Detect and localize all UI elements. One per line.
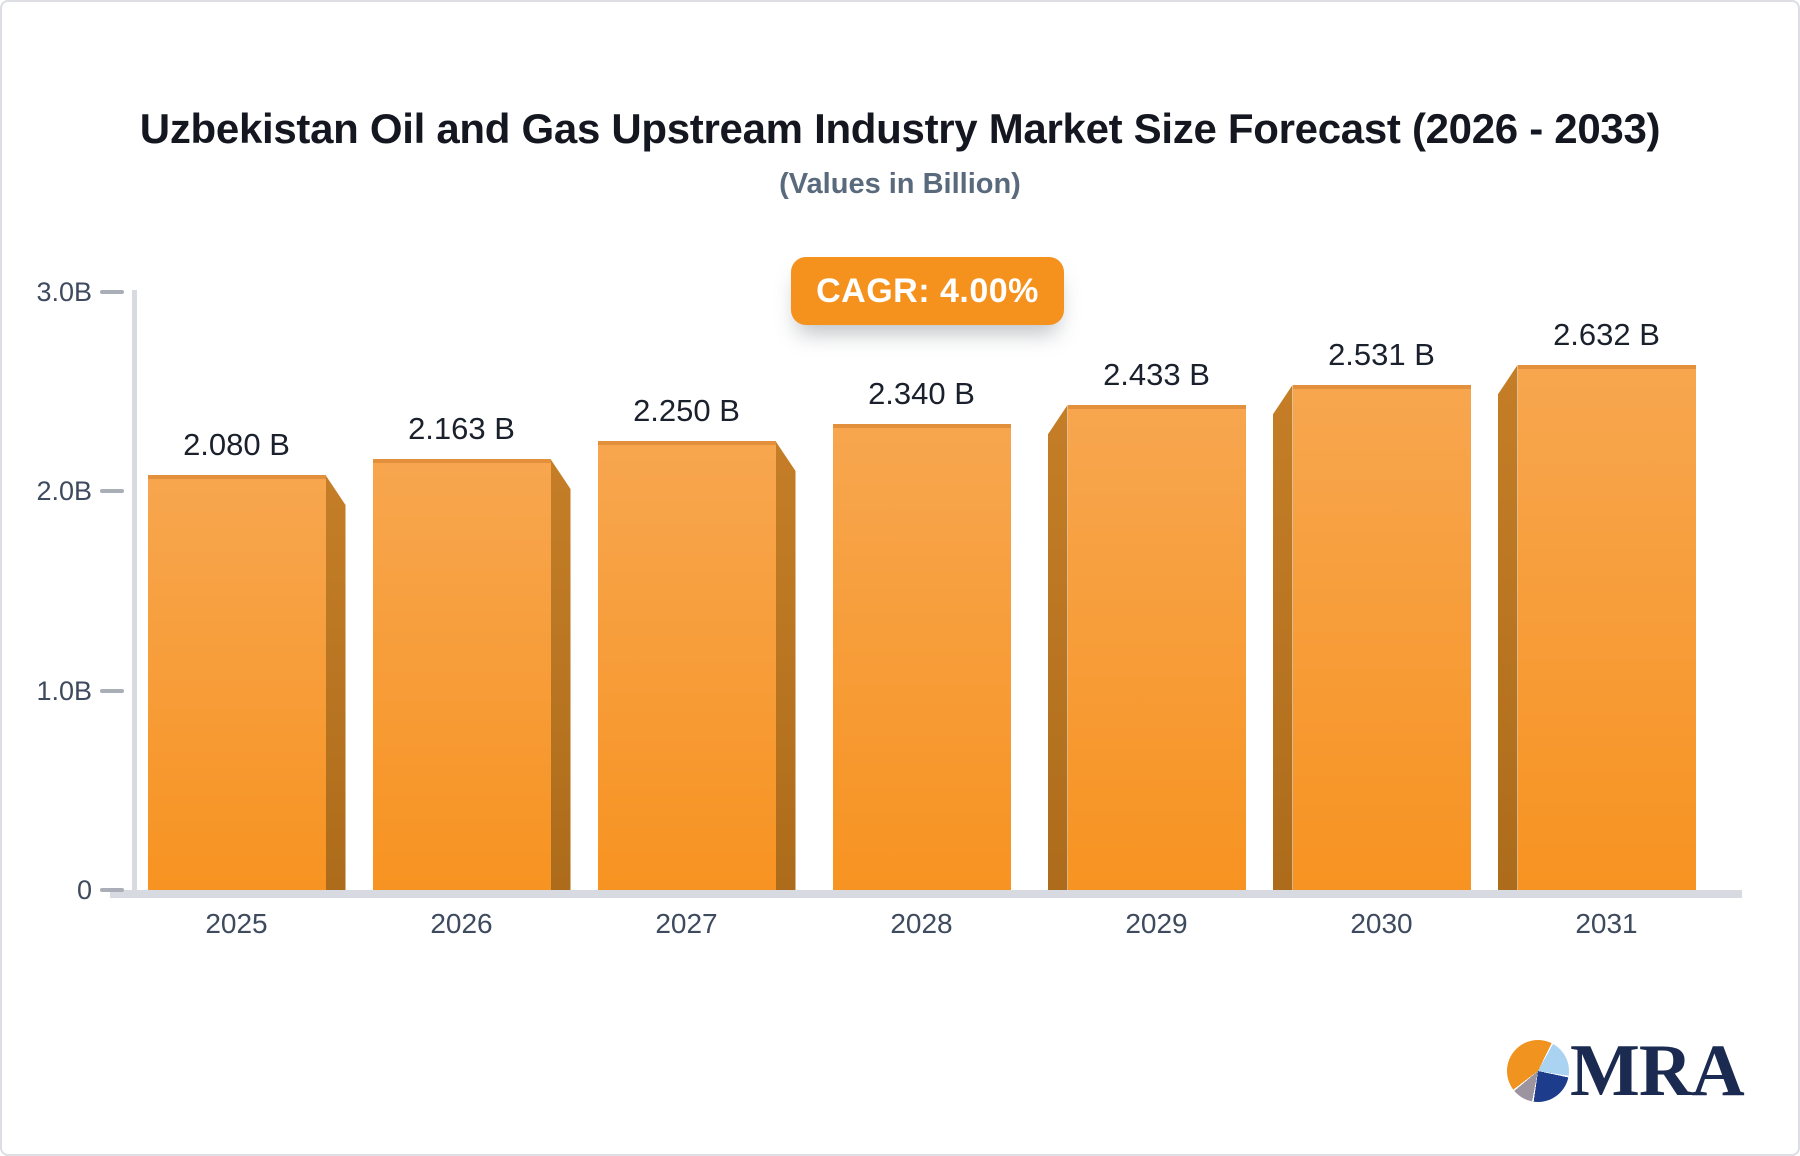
mra-logo-pie-icon <box>1507 1040 1569 1102</box>
bar-side-2029 <box>1047 405 1068 890</box>
bar-value-label: 2.080 B <box>183 427 290 462</box>
x-axis-label: 2031 <box>1575 908 1638 939</box>
x-axis-label: 2027 <box>655 908 718 939</box>
bar-side-2027 <box>775 441 796 890</box>
y-axis-tick <box>100 489 124 494</box>
x-axis-label: 2028 <box>890 908 953 939</box>
x-axis-label: 2030 <box>1350 908 1413 939</box>
chart-title: Uzbekistan Oil and Gas Upstream Industry… <box>139 105 1661 152</box>
y-axis-tick-label: 2.0B <box>36 476 92 507</box>
bar-value-label: 2.163 B <box>408 411 515 446</box>
y-axis-line <box>132 290 137 890</box>
bar-side-2030 <box>1272 385 1293 890</box>
x-axis-label: 2026 <box>430 908 493 939</box>
bar-value-label: 2.632 B <box>1553 317 1660 352</box>
y-axis-tick <box>100 888 124 892</box>
bar-side-2026 <box>550 459 571 890</box>
bar-value-label: 2.433 B <box>1103 357 1210 392</box>
x-axis-label: 2029 <box>1125 908 1188 939</box>
bar-face-2031 <box>1517 365 1696 890</box>
y-axis-tick-label: 3.0B <box>36 277 92 307</box>
mra-logo-text: MRA <box>1570 1030 1745 1112</box>
cagr-badge: CAGR: 4.00% <box>791 257 1064 325</box>
bar-face-2025 <box>147 475 326 890</box>
chart-subtitle: (Values in Billion) <box>779 168 1021 200</box>
y-axis-tick-label: 1.0B <box>36 675 92 706</box>
y-axis-tick-label: 0 <box>76 875 92 905</box>
bar-side-2031 <box>1497 365 1518 890</box>
x-axis-label: 2025 <box>205 908 268 939</box>
bar-value-label: 2.250 B <box>633 393 740 428</box>
mra-logo: MRA <box>1507 1030 1745 1112</box>
bar-value-label: 2.531 B <box>1328 337 1435 372</box>
x-axis-line <box>110 890 1742 898</box>
y-axis-tick <box>100 290 124 294</box>
bar-face-2027 <box>597 441 776 890</box>
bar-value-label: 2.340 B <box>868 376 975 411</box>
y-axis-tick <box>100 688 124 693</box>
bar-side-2025 <box>325 475 346 890</box>
bar-face-2026 <box>372 459 551 890</box>
cagr-badge-label: CAGR: 4.00% <box>816 272 1039 310</box>
bar-face-2030 <box>1292 385 1471 890</box>
bar-face-2028 <box>832 424 1011 890</box>
bar-face-2029 <box>1067 405 1246 890</box>
